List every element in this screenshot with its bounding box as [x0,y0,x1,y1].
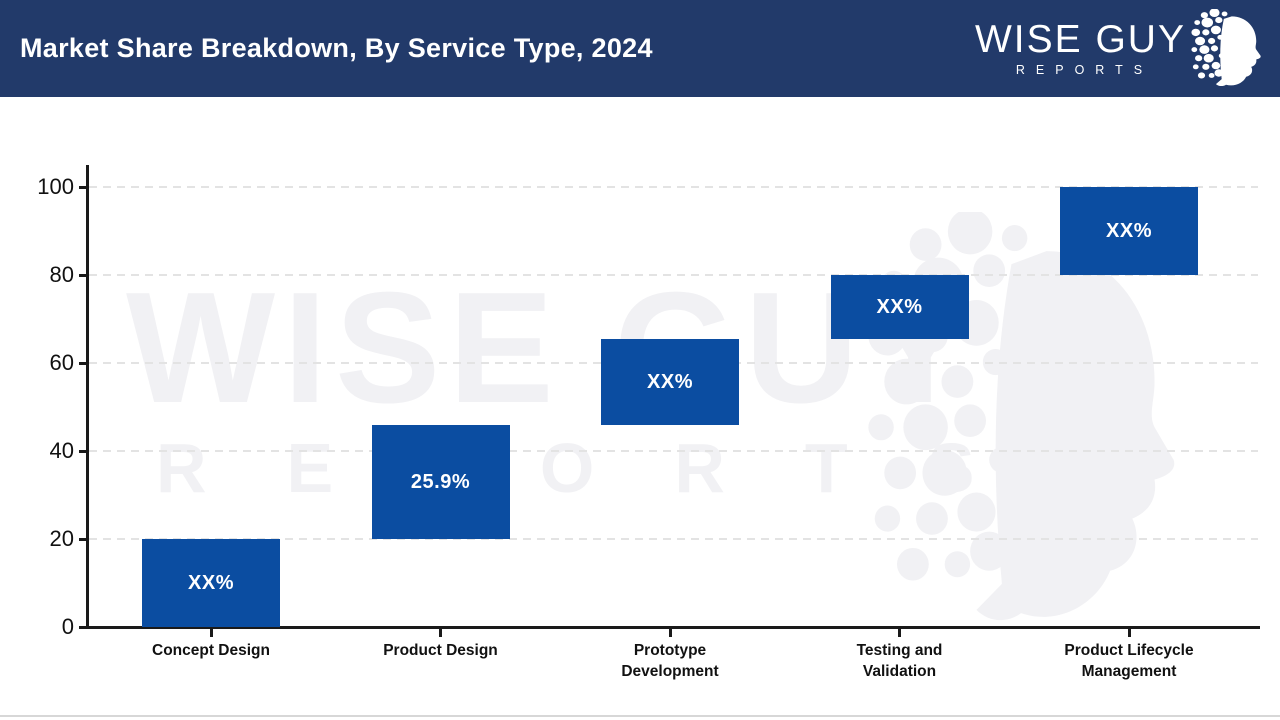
logo-head-icon [1191,8,1261,86]
x-tick-mark [898,629,901,637]
bar-value-label: XX% [647,370,693,393]
y-tick-mark [79,361,89,365]
bar-value-label: XX% [876,295,923,318]
y-tick-mark [79,625,89,629]
logo: WISE GUY REPORTS [974,8,1262,89]
bar-value-label: 25.9% [410,470,471,493]
x-tick-mark [668,629,672,637]
y-tick-mark [79,537,89,541]
y-tick-label: 40 [49,438,74,463]
x-tick-mark [1127,629,1131,637]
gridline [89,538,1258,540]
logo-text: WISE GUY REPORTS [974,18,1186,77]
bar-segment: XX% [601,339,739,426]
category-label: Prototype Development [621,642,719,680]
bar-segment: XX% [1060,187,1198,275]
y-tick-label: 80 [49,262,74,287]
gridline [89,274,1258,276]
y-tick-label: 0 [61,614,74,639]
y-tick-mark [79,449,89,453]
bar-segment: XX% [830,275,969,340]
category-label: Product Lifecycle Management [1064,642,1194,680]
bar-segment: 25.9% [371,425,510,539]
page-title: Market Share Breakdown, By Service Type,… [20,33,653,63]
gridline [89,450,1258,452]
y-tick-mark [79,273,89,277]
y-tick-mark [79,185,89,189]
bar-value-label: XX% [1106,219,1152,242]
x-axis-line [86,626,1260,629]
category-label: Testing and Validation [856,642,943,680]
logo-wordmark: WISE GUY [974,18,1186,62]
category-label: Product Design [383,642,498,659]
y-tick-label: 20 [49,526,74,551]
y-tick-label: 100 [37,174,74,199]
y-axis-line [86,165,89,629]
category-label: Concept Design [152,642,270,659]
logo-subtext: REPORTS [1015,62,1154,77]
gridline [89,186,1258,188]
footer-rule [0,715,1280,717]
header: Market Share Breakdown, By Service Type,… [0,0,1280,97]
bar-segment: XX% [142,539,280,627]
x-tick-mark [439,629,442,637]
bar-value-label: XX% [188,571,234,594]
x-tick-mark [209,629,213,637]
y-tick-label: 60 [49,350,74,375]
